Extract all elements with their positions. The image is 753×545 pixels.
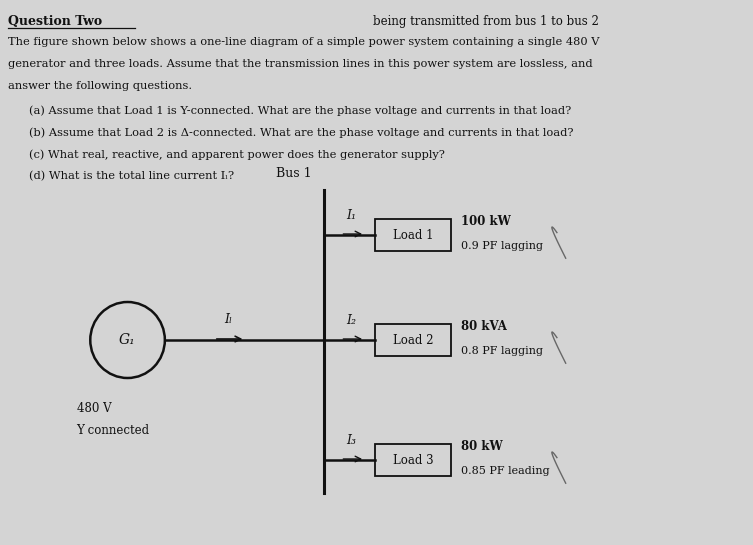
Text: 0.9 PF lagging: 0.9 PF lagging xyxy=(461,241,543,251)
Text: Load 3: Load 3 xyxy=(393,453,434,467)
Text: (d) What is the total line current Iₗ?: (d) What is the total line current Iₗ? xyxy=(29,171,235,181)
Text: 80 kW: 80 kW xyxy=(461,440,503,453)
FancyBboxPatch shape xyxy=(375,324,451,356)
Text: 480 V: 480 V xyxy=(77,402,111,415)
Text: G₁: G₁ xyxy=(119,333,136,347)
Text: The figure shown below shows a one-line diagram of a simple power system contain: The figure shown below shows a one-line … xyxy=(8,37,599,47)
Text: I₁: I₁ xyxy=(346,209,356,222)
Text: I₂: I₂ xyxy=(346,314,356,327)
Text: Y connected: Y connected xyxy=(77,424,150,437)
Text: Load 2: Load 2 xyxy=(393,334,434,347)
Text: (c) What real, reactive, and apparent power does the generator supply?: (c) What real, reactive, and apparent po… xyxy=(29,149,445,160)
FancyBboxPatch shape xyxy=(375,219,451,251)
Text: (b) Assume that Load 2 is Δ-connected. What are the phase voltage and currents i: (b) Assume that Load 2 is Δ-connected. W… xyxy=(29,127,574,137)
Text: Load 1: Load 1 xyxy=(393,228,434,241)
Text: being transmitted from bus 1 to bus 2: being transmitted from bus 1 to bus 2 xyxy=(373,15,599,28)
Text: answer the following questions.: answer the following questions. xyxy=(8,81,192,91)
Text: 100 kW: 100 kW xyxy=(461,215,511,228)
Text: 80 kVA: 80 kVA xyxy=(461,320,507,333)
Text: generator and three loads. Assume that the transmission lines in this power syst: generator and three loads. Assume that t… xyxy=(8,59,593,69)
Text: Bus 1: Bus 1 xyxy=(276,167,312,180)
Text: Question Two: Question Two xyxy=(8,15,102,28)
Text: 0.85 PF leading: 0.85 PF leading xyxy=(461,466,550,476)
FancyBboxPatch shape xyxy=(375,444,451,476)
Text: (a) Assume that Load 1 is Y-connected. What are the phase voltage and currents i: (a) Assume that Load 1 is Y-connected. W… xyxy=(29,105,572,116)
Text: I₃: I₃ xyxy=(346,434,356,447)
Text: 0.8 PF lagging: 0.8 PF lagging xyxy=(461,346,543,356)
Text: Iₗ: Iₗ xyxy=(224,313,233,326)
